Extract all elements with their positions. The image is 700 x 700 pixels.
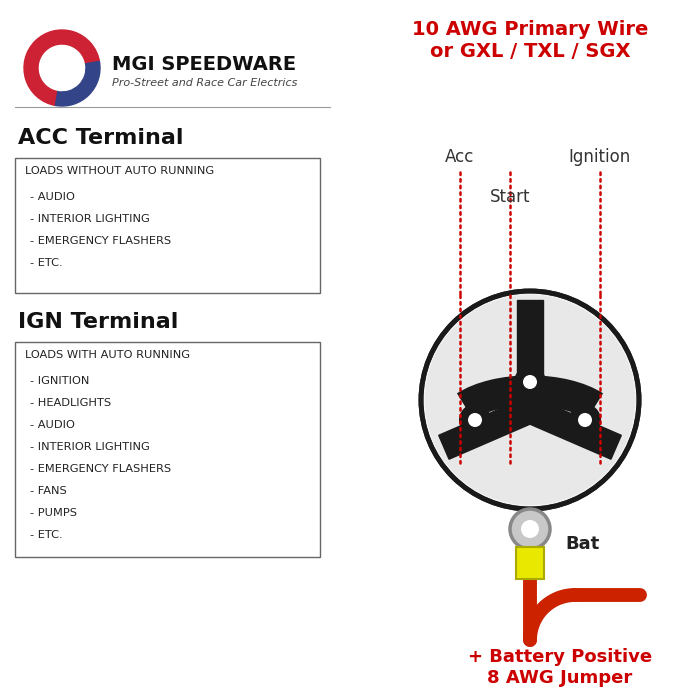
Circle shape <box>523 375 537 389</box>
Text: - EMERGENCY FLASHERS: - EMERGENCY FLASHERS <box>30 236 171 246</box>
Text: - IGNITION: - IGNITION <box>30 376 90 386</box>
Text: Ignition: Ignition <box>569 148 631 166</box>
Text: IGN Terminal: IGN Terminal <box>18 312 178 332</box>
Circle shape <box>569 404 601 436</box>
Text: - HEADLIGHTS: - HEADLIGHTS <box>30 398 111 408</box>
FancyBboxPatch shape <box>15 342 320 557</box>
Circle shape <box>578 413 592 427</box>
Polygon shape <box>439 398 536 459</box>
Circle shape <box>521 520 539 538</box>
Text: - ETC.: - ETC. <box>30 530 62 540</box>
Text: Pro-Street and Race Car Electrics: Pro-Street and Race Car Electrics <box>112 78 298 88</box>
Circle shape <box>459 404 491 436</box>
Circle shape <box>425 295 635 505</box>
Text: - PUMPS: - PUMPS <box>30 508 77 518</box>
FancyBboxPatch shape <box>15 158 320 293</box>
Text: + Battery Positive
8 AWG Jumper: + Battery Positive 8 AWG Jumper <box>468 648 652 687</box>
Text: 10 AWG Primary Wire
or GXL / TXL / SGX: 10 AWG Primary Wire or GXL / TXL / SGX <box>412 20 648 61</box>
Polygon shape <box>525 398 622 459</box>
Text: LOADS WITH AUTO RUNNING: LOADS WITH AUTO RUNNING <box>25 350 190 360</box>
Circle shape <box>421 291 639 509</box>
Polygon shape <box>517 300 543 410</box>
Circle shape <box>468 413 482 427</box>
Text: LOADS WITHOUT AUTO RUNNING: LOADS WITHOUT AUTO RUNNING <box>25 166 214 176</box>
Wedge shape <box>24 30 99 106</box>
Text: Acc: Acc <box>445 148 475 166</box>
Text: - AUDIO: - AUDIO <box>30 192 75 202</box>
Circle shape <box>514 366 546 398</box>
Text: ACC Terminal: ACC Terminal <box>18 128 183 148</box>
Text: Bat: Bat <box>565 535 599 553</box>
Text: - EMERGENCY FLASHERS: - EMERGENCY FLASHERS <box>30 464 171 474</box>
Circle shape <box>510 509 550 549</box>
Text: - AUDIO: - AUDIO <box>30 420 75 430</box>
FancyBboxPatch shape <box>516 547 544 579</box>
Text: - FANS: - FANS <box>30 486 66 496</box>
Text: - INTERIOR LIGHTING: - INTERIOR LIGHTING <box>30 214 150 224</box>
Text: Start: Start <box>490 188 531 206</box>
Text: - INTERIOR LIGHTING: - INTERIOR LIGHTING <box>30 442 150 452</box>
Text: MGI SPEEDWARE: MGI SPEEDWARE <box>112 55 296 74</box>
Wedge shape <box>55 62 100 106</box>
Text: - ETC.: - ETC. <box>30 258 62 268</box>
